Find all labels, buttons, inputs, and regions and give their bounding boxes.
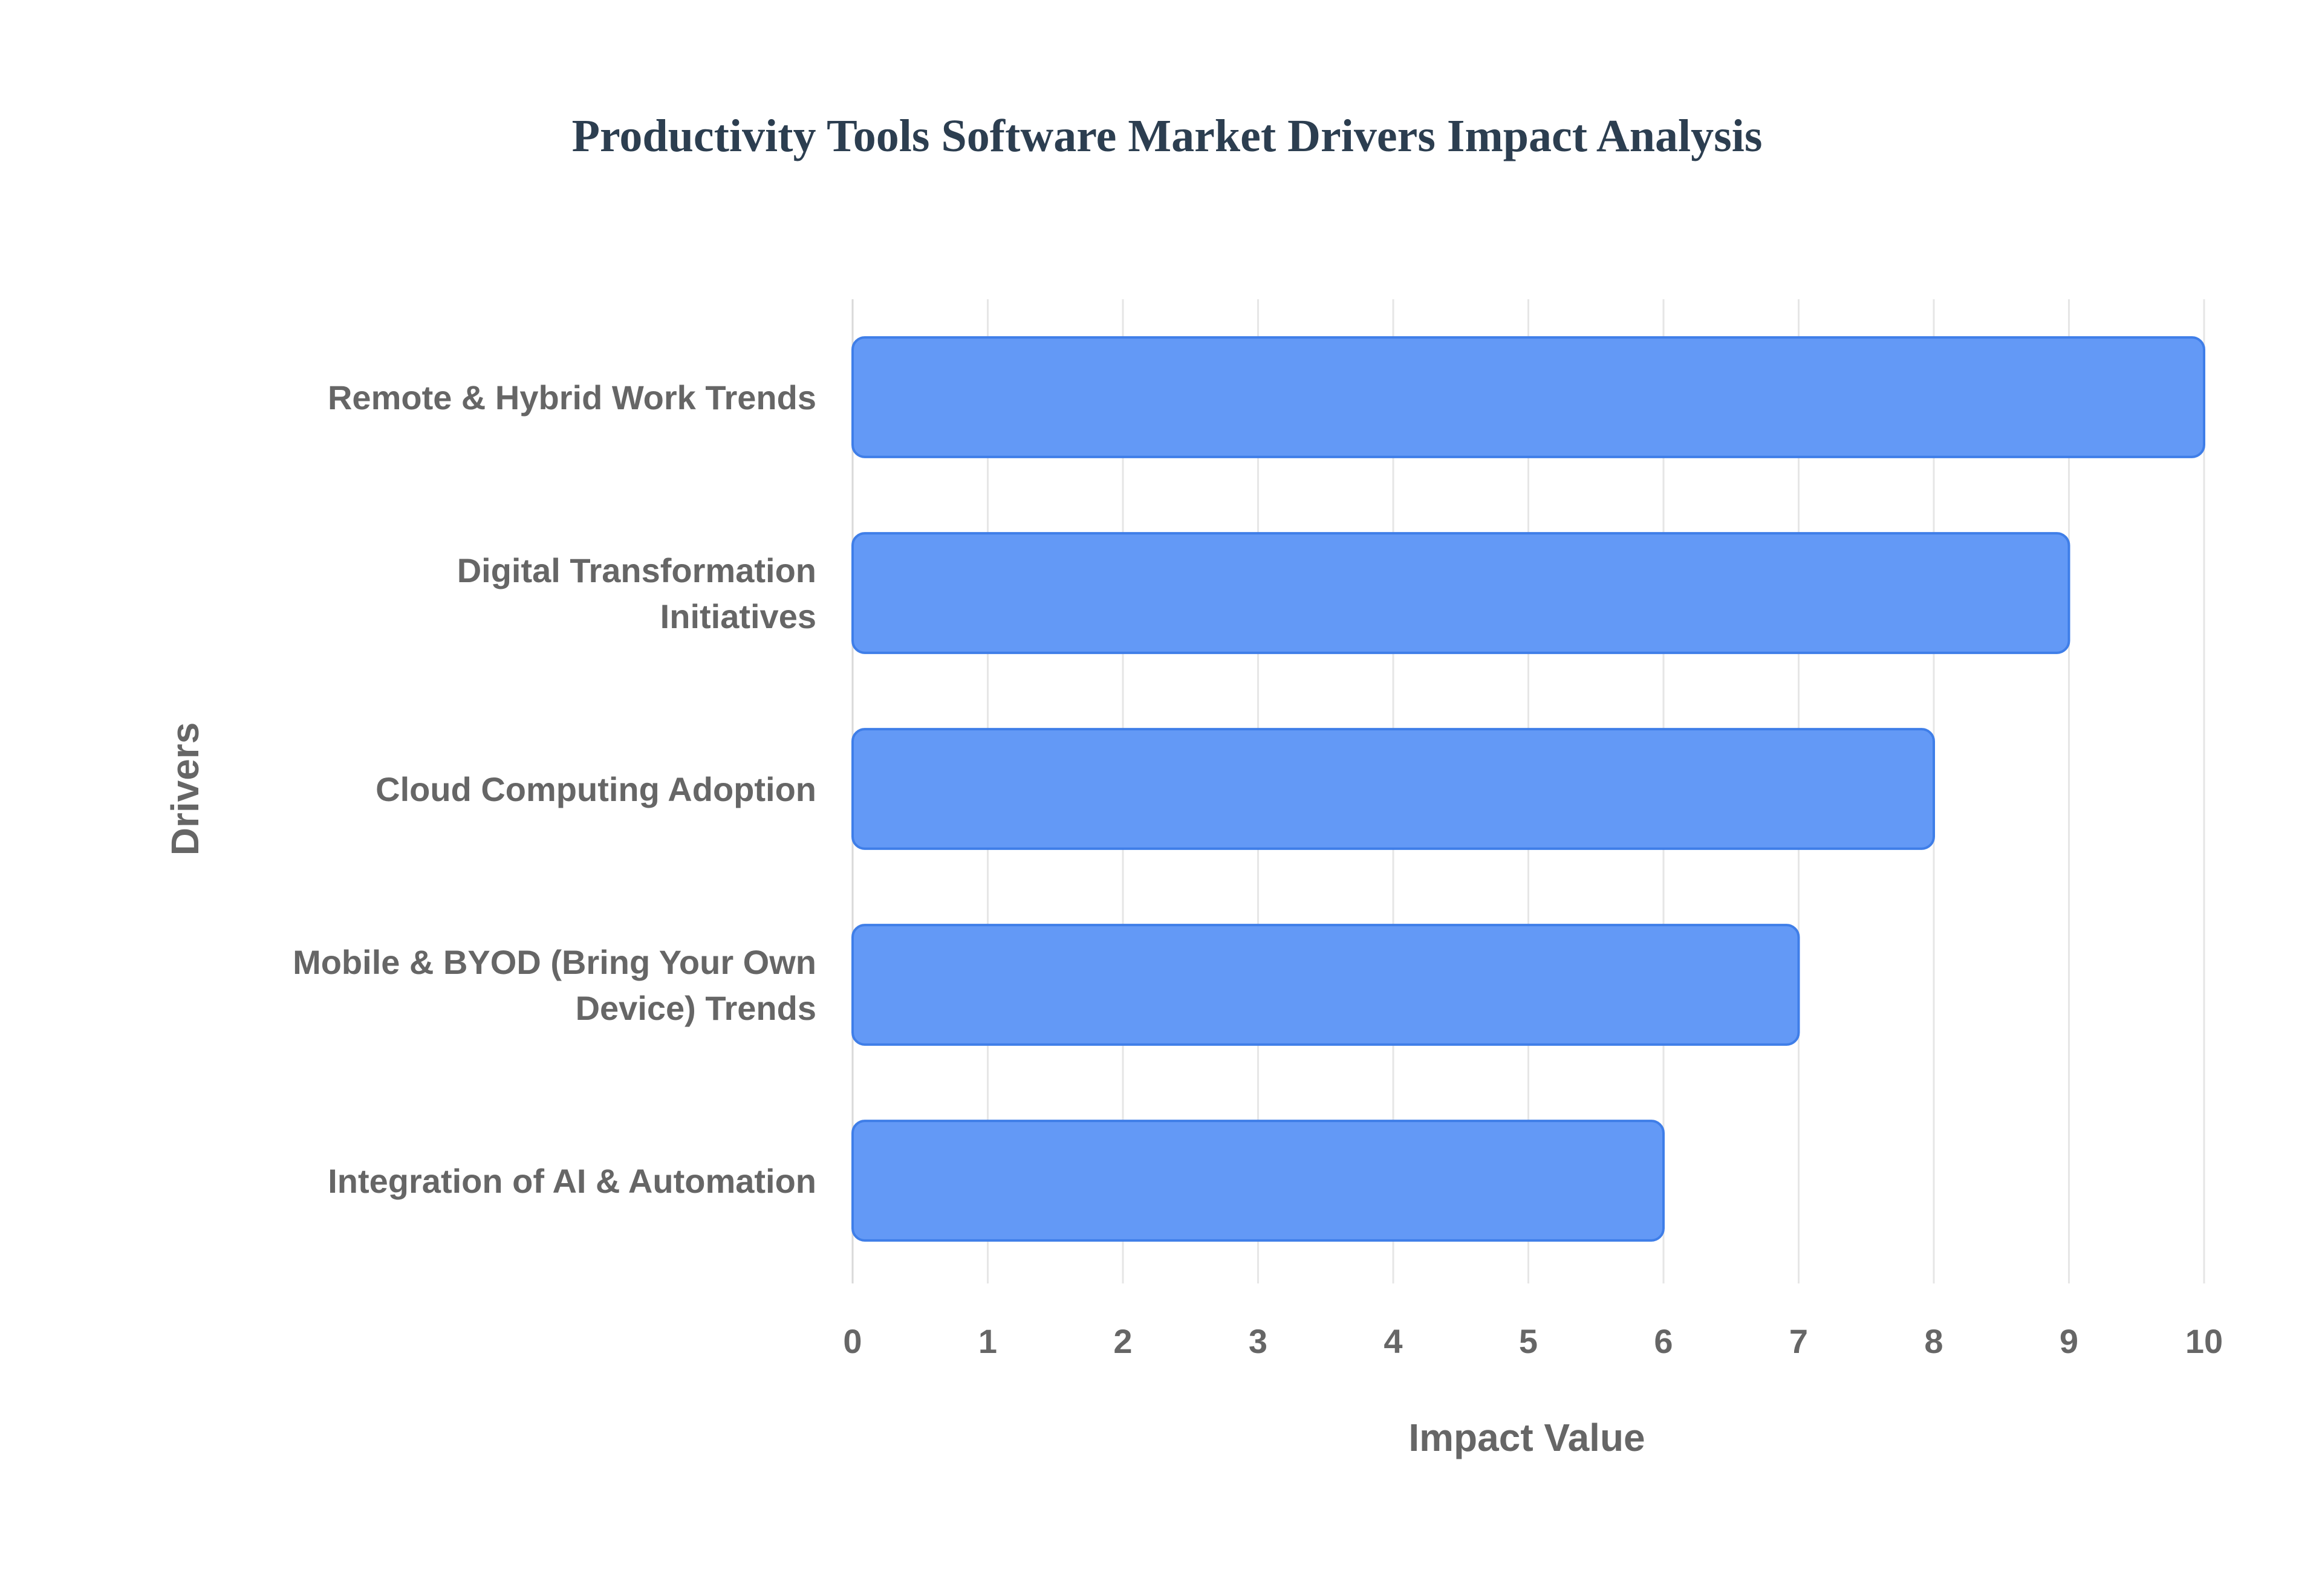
bar-0 (851, 336, 2205, 458)
x-tick-label: 4 (1384, 1322, 1402, 1360)
bar-4 (851, 1120, 1665, 1242)
y-axis-title: Drivers (163, 722, 207, 856)
x-axis-title: Impact Value (1408, 1416, 1645, 1459)
chart-title: Productivity Tools Software Market Drive… (572, 111, 1763, 161)
x-tick-label: 3 (1249, 1322, 1267, 1360)
x-tick-label: 10 (2185, 1322, 2223, 1360)
bar-1 (851, 532, 2070, 654)
bar-2 (851, 728, 1935, 850)
category-label: Remote & Hybrid Work Trends (328, 378, 816, 417)
x-tick-label: 6 (1654, 1322, 1673, 1360)
x-tick-labels: 0 1 2 3 4 5 6 7 8 9 10 (843, 1322, 2223, 1360)
bars (851, 336, 2205, 1242)
category-label: Integration of AI & Automation (328, 1162, 816, 1200)
category-label: Mobile & BYOD (Bring Your Own (293, 943, 816, 981)
category-labels: Remote & Hybrid Work Trends Digital Trans… (293, 378, 816, 1200)
category-label: Initiatives (660, 597, 816, 635)
x-tick-label: 7 (1789, 1322, 1808, 1360)
x-tick-label: 8 (1924, 1322, 1943, 1360)
category-label: Device) Trends (576, 989, 816, 1027)
x-tick-label: 0 (843, 1322, 862, 1360)
x-tick-label: 5 (1519, 1322, 1538, 1360)
x-tick-label: 9 (2060, 1322, 2078, 1360)
x-tick-label: 1 (978, 1322, 997, 1360)
bar-3 (851, 924, 1800, 1046)
x-tick-label: 2 (1113, 1322, 1132, 1360)
category-label: Cloud Computing Adoption (376, 770, 816, 808)
category-label: Digital Transformation (457, 551, 816, 589)
